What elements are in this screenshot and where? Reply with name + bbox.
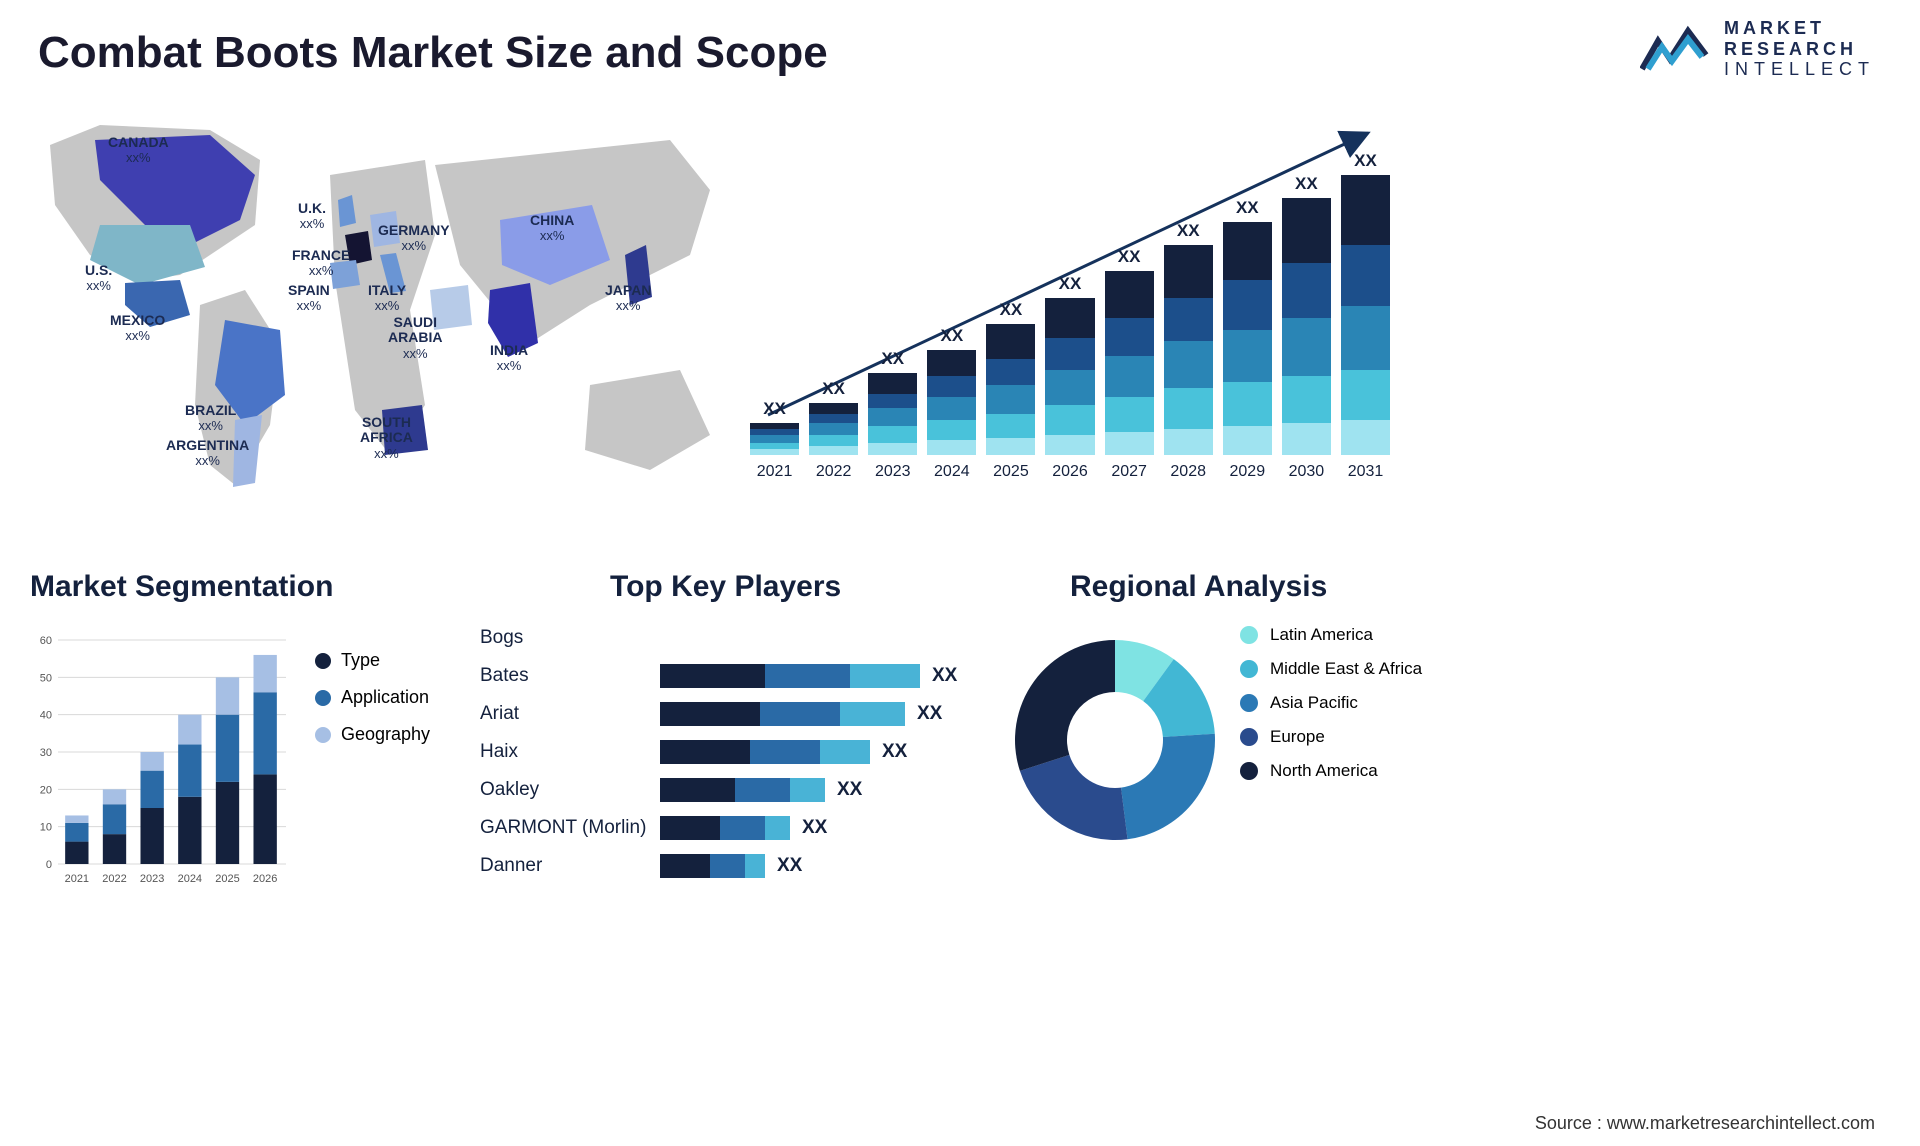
seg-legend-geography: Geography <box>315 724 430 745</box>
growth-chart: XX2021XX2022XX2023XX2024XX2025XX2026XX20… <box>750 115 1390 485</box>
donut-slice-asia-pacific <box>1121 734 1215 839</box>
svg-text:40: 40 <box>40 710 52 722</box>
regional-legend: Latin America Middle East & Africa Asia Pa… <box>1240 625 1422 795</box>
svg-text:50: 50 <box>40 672 52 684</box>
growth-bar-2025: XX2025 <box>986 300 1035 455</box>
svg-text:2023: 2023 <box>140 873 164 885</box>
svg-text:2022: 2022 <box>102 873 126 885</box>
player-row-danner: DannerXX <box>480 850 990 882</box>
growth-bar-2023: XX2023 <box>868 349 917 455</box>
map-label-germany: GERMANYxx% <box>378 223 450 254</box>
svg-text:30: 30 <box>40 747 52 759</box>
brand-mark-icon <box>1640 25 1710 73</box>
segmentation-title: Market Segmentation <box>30 570 333 604</box>
growth-bar-2029: XX2029 <box>1223 198 1272 455</box>
map-label-brazil: BRAZILxx% <box>185 403 236 434</box>
map-label-japan: JAPANxx% <box>605 283 651 314</box>
map-label-mexico: MEXICOxx% <box>110 313 165 344</box>
svg-text:2021: 2021 <box>65 873 89 885</box>
player-row-haix: HaixXX <box>480 736 990 768</box>
growth-bar-2026: XX2026 <box>1045 274 1094 456</box>
svg-text:2025: 2025 <box>215 873 239 885</box>
donut-slice-north-america <box>1015 640 1115 771</box>
regional-legend-north-america: North America <box>1240 761 1422 781</box>
map-label-uk: U.K.xx% <box>298 201 326 232</box>
regional-legend-asia-pacific: Asia Pacific <box>1240 693 1422 713</box>
player-row-ariat: AriatXX <box>480 698 990 730</box>
svg-text:10: 10 <box>40 822 52 834</box>
segmentation-chart: 0 10 20 30 40 50 60 2021 2022 2023 2024 2025 2026 <box>30 630 290 890</box>
svg-text:20: 20 <box>40 784 52 796</box>
map-label-italy: ITALYxx% <box>368 283 406 314</box>
map-label-argentina: ARGENTINAxx% <box>166 438 249 469</box>
regional-title: Regional Analysis <box>1070 570 1327 604</box>
growth-bar-2028: XX2028 <box>1164 221 1213 455</box>
players-title: Top Key Players <box>610 570 841 604</box>
regional-donut <box>1000 625 1230 855</box>
player-row-garmont-morlin-: GARMONT (Morlin)XX <box>480 812 990 844</box>
seg-legend-type: Type <box>315 650 430 671</box>
brand-logo: MARKET RESEARCH INTELLECT <box>1640 18 1875 80</box>
svg-text:2026: 2026 <box>253 873 277 885</box>
map-label-india: INDIAxx% <box>490 343 528 374</box>
page-title: Combat Boots Market Size and Scope <box>38 28 828 78</box>
growth-bar-2030: XX2030 <box>1282 174 1331 455</box>
svg-text:2024: 2024 <box>178 873 202 885</box>
regional-legend-latin-america: Latin America <box>1240 625 1422 645</box>
brand-text: MARKET RESEARCH INTELLECT <box>1724 18 1875 80</box>
svg-text:60: 60 <box>40 635 52 647</box>
map-label-us: U.S.xx% <box>85 263 112 294</box>
donut-slice-europe <box>1020 755 1128 840</box>
svg-text:0: 0 <box>46 859 52 871</box>
growth-bar-2022: XX2022 <box>809 379 858 456</box>
growth-bar-2031: XX2031 <box>1341 151 1390 455</box>
player-row-bogs: Bogs <box>480 622 990 654</box>
map-label-china: CHINAxx% <box>530 213 574 244</box>
map-label-saudi: SAUDIARABIAxx% <box>388 315 442 361</box>
source-label: Source : www.marketresearchintellect.com <box>1535 1113 1875 1134</box>
growth-bar-2024: XX2024 <box>927 326 976 455</box>
seg-legend-application: Application <box>315 687 430 708</box>
map-label-canada: CANADAxx% <box>108 135 169 166</box>
segmentation-legend: Type Application Geography <box>315 650 430 761</box>
regional-legend-europe: Europe <box>1240 727 1422 747</box>
map-label-france: FRANCExx% <box>292 248 350 279</box>
player-row-bates: BatesXX <box>480 660 990 692</box>
world-map: CANADAxx% U.S.xx% MEXICOxx% BRAZILxx% ARGENT… <box>30 105 730 505</box>
growth-bar-2027: XX2027 <box>1105 247 1154 455</box>
map-label-spain: SPAINxx% <box>288 283 330 314</box>
map-label-safrica: SOUTHAFRICAxx% <box>360 415 413 461</box>
player-row-oakley: OakleyXX <box>480 774 990 806</box>
growth-bar-2021: XX2021 <box>750 399 799 455</box>
regional-legend-middle-east-africa: Middle East & Africa <box>1240 659 1422 679</box>
